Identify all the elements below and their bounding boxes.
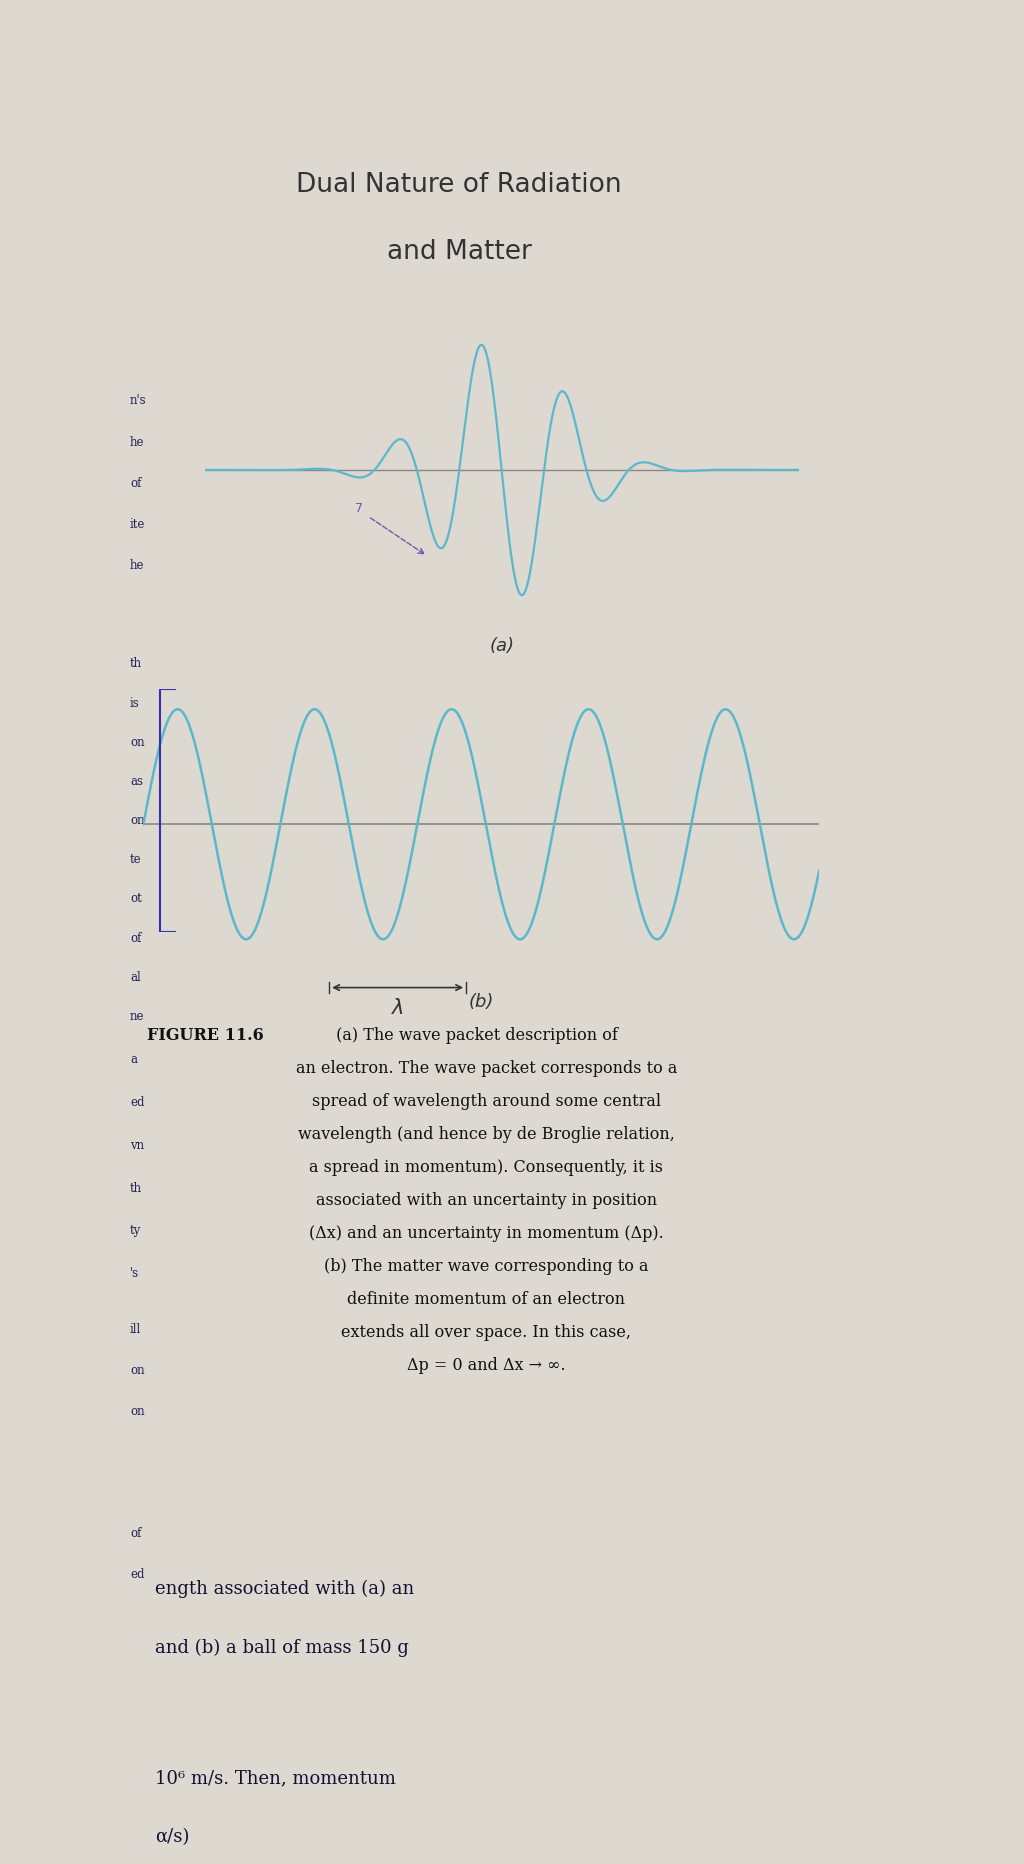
Text: on: on — [130, 1364, 144, 1376]
Text: Δp = 0 and Δx → ∞.: Δp = 0 and Δx → ∞. — [408, 1355, 565, 1374]
Text: th: th — [130, 1182, 142, 1193]
Text: 10⁶ m/s. Then, momentum: 10⁶ m/s. Then, momentum — [155, 1769, 395, 1788]
Text: a spread in momentum). Consequently, it is: a spread in momentum). Consequently, it … — [309, 1158, 664, 1174]
Text: (b) The matter wave corresponding to a: (b) The matter wave corresponding to a — [325, 1256, 648, 1275]
Text: 7: 7 — [355, 501, 364, 514]
Text: spread of wavelength around some central: spread of wavelength around some central — [312, 1092, 660, 1109]
Text: ite: ite — [130, 518, 145, 529]
Text: associated with an uncertainty in position: associated with an uncertainty in positi… — [315, 1191, 657, 1208]
Text: (b): (b) — [469, 994, 494, 1010]
Text: as: as — [130, 775, 143, 787]
Text: he: he — [130, 559, 144, 570]
Text: $\lambda$: $\lambda$ — [391, 997, 404, 1018]
Text: on: on — [130, 815, 144, 826]
Text: al: al — [130, 971, 140, 982]
Text: α/s): α/s) — [155, 1827, 189, 1845]
Text: a: a — [130, 1053, 137, 1064]
Text: (a): (a) — [489, 636, 514, 654]
Text: and Matter: and Matter — [387, 239, 531, 265]
Text: an electron. The wave packet corresponds to a: an electron. The wave packet corresponds… — [296, 1059, 677, 1076]
Text: ill: ill — [130, 1323, 141, 1335]
Text: he: he — [130, 436, 144, 447]
Text: ot: ot — [130, 893, 141, 904]
Text: ne: ne — [130, 1010, 144, 1021]
Text: (a) The wave packet description of: (a) The wave packet description of — [331, 1027, 617, 1044]
Text: n's: n's — [130, 395, 146, 406]
Text: FIGURE 11.6: FIGURE 11.6 — [147, 1027, 264, 1044]
Text: th: th — [130, 658, 142, 669]
Text: on: on — [130, 1405, 144, 1417]
Text: and (b) a ball of mass 150 g: and (b) a ball of mass 150 g — [155, 1638, 409, 1655]
Text: of: of — [130, 477, 141, 488]
Text: ty: ty — [130, 1225, 141, 1236]
Text: 's: 's — [130, 1268, 139, 1279]
Text: ength associated with (a) an: ength associated with (a) an — [155, 1579, 414, 1597]
Text: extends all over space. In this case,: extends all over space. In this case, — [341, 1323, 632, 1340]
Text: ed: ed — [130, 1096, 144, 1107]
Text: wavelength (and hence by de Broglie relation,: wavelength (and hence by de Broglie rela… — [298, 1126, 675, 1143]
Text: Dual Nature of Radiation: Dual Nature of Radiation — [297, 171, 622, 198]
Text: (Δx) and an uncertainty in momentum (Δp).: (Δx) and an uncertainty in momentum (Δp)… — [309, 1225, 664, 1241]
Text: vn: vn — [130, 1139, 144, 1150]
Text: of: of — [130, 932, 141, 943]
Text: definite momentum of an electron: definite momentum of an electron — [347, 1290, 626, 1307]
Text: ed: ed — [130, 1568, 144, 1579]
Text: te: te — [130, 854, 141, 865]
Text: of: of — [130, 1527, 141, 1538]
Text: on: on — [130, 736, 144, 747]
Text: is: is — [130, 697, 140, 708]
